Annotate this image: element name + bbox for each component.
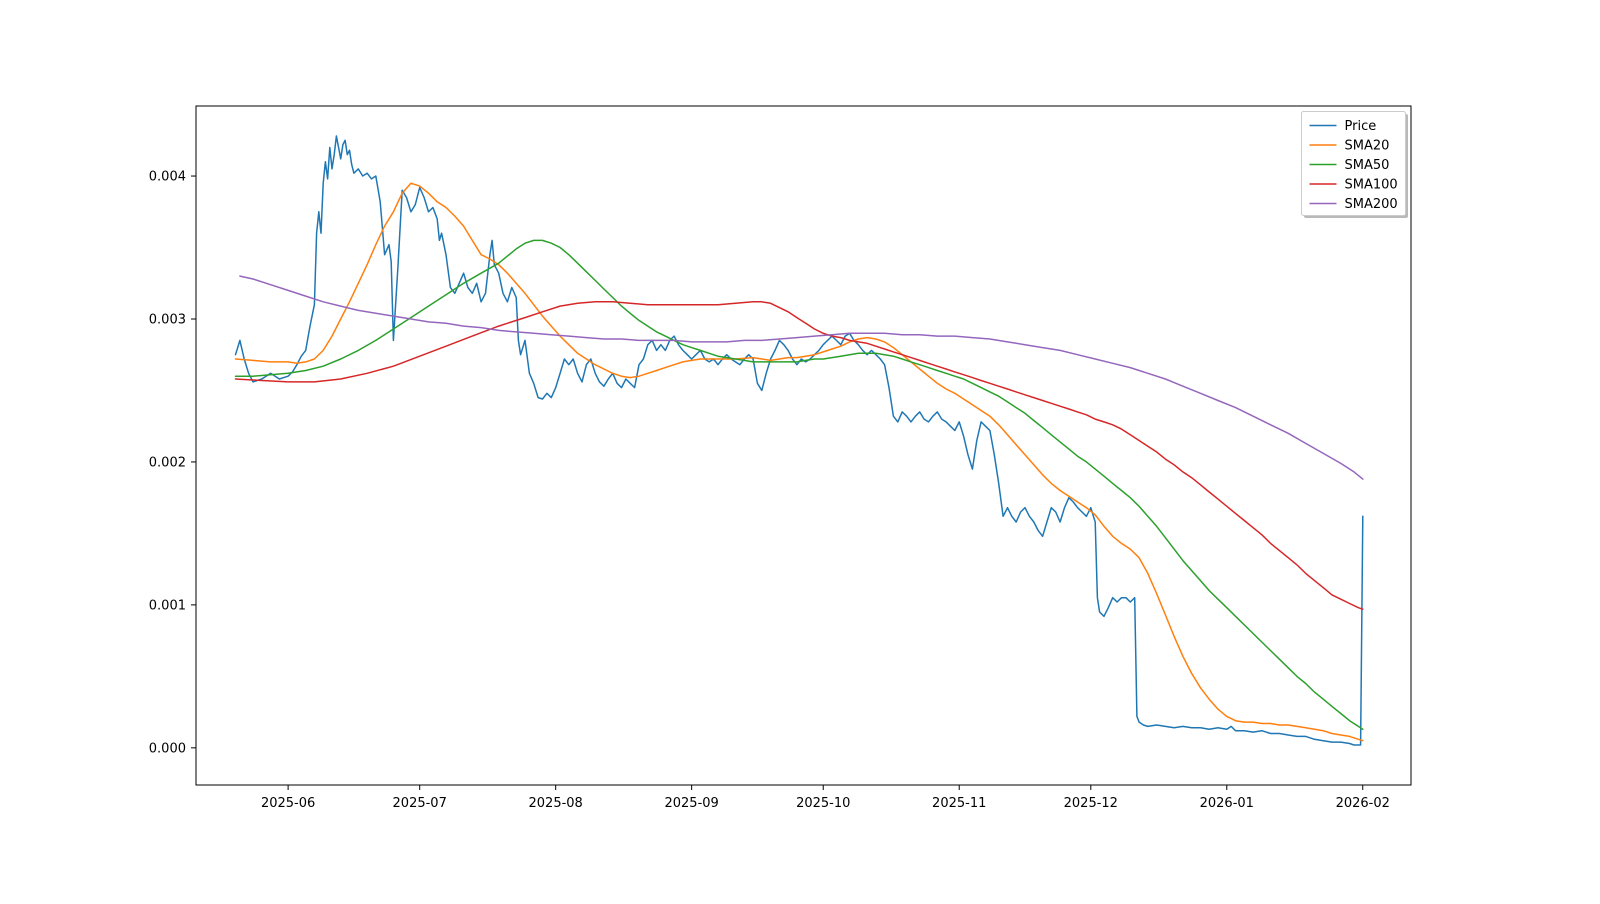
legend-item-sma100: SMA100 bbox=[1309, 178, 1398, 193]
y-tick-label: 0.001 bbox=[149, 598, 186, 613]
x-tick-label: 2025-07 bbox=[393, 796, 447, 811]
legend-item-sma200: SMA200 bbox=[1309, 197, 1398, 212]
y-tick-label: 0.003 bbox=[149, 312, 186, 327]
legend-label: SMA200 bbox=[1345, 197, 1398, 212]
sma50-line bbox=[234, 239, 1364, 731]
y-tick-label: 0.004 bbox=[149, 170, 186, 185]
legend: Price SMA20 SMA50 SMA100 SMA200 bbox=[1301, 111, 1408, 218]
axes-spines bbox=[195, 105, 1412, 786]
legend-item-sma50: SMA50 bbox=[1309, 158, 1390, 173]
price-line bbox=[234, 135, 1364, 746]
sma20-line bbox=[234, 182, 1364, 742]
legend-label: SMA50 bbox=[1345, 158, 1390, 173]
legend-label: SMA100 bbox=[1345, 178, 1398, 193]
x-tick-label: 2025-10 bbox=[796, 796, 850, 811]
x-tick-label: 2025-06 bbox=[261, 796, 315, 811]
x-tick-label: 2025-08 bbox=[529, 796, 583, 811]
x-tick-label: 2026-01 bbox=[1200, 796, 1254, 811]
legend-label: SMA20 bbox=[1345, 139, 1390, 154]
legend-item-sma20: SMA20 bbox=[1309, 139, 1390, 154]
series-group bbox=[234, 135, 1364, 746]
y-tick-label: 0.000 bbox=[149, 741, 186, 756]
sma100-line bbox=[234, 301, 1364, 610]
x-tick-label: 2025-11 bbox=[932, 796, 986, 811]
x-tick-label: 2026-02 bbox=[1336, 796, 1390, 811]
legend-label: Price bbox=[1345, 119, 1377, 134]
x-tick-label: 2025-09 bbox=[664, 796, 718, 811]
y-tick-label: 0.002 bbox=[149, 455, 186, 470]
sma200-line bbox=[239, 275, 1364, 480]
legend-item-price: Price bbox=[1309, 119, 1377, 134]
legend-box bbox=[1301, 111, 1406, 216]
x-tick-label: 2025-12 bbox=[1064, 796, 1118, 811]
